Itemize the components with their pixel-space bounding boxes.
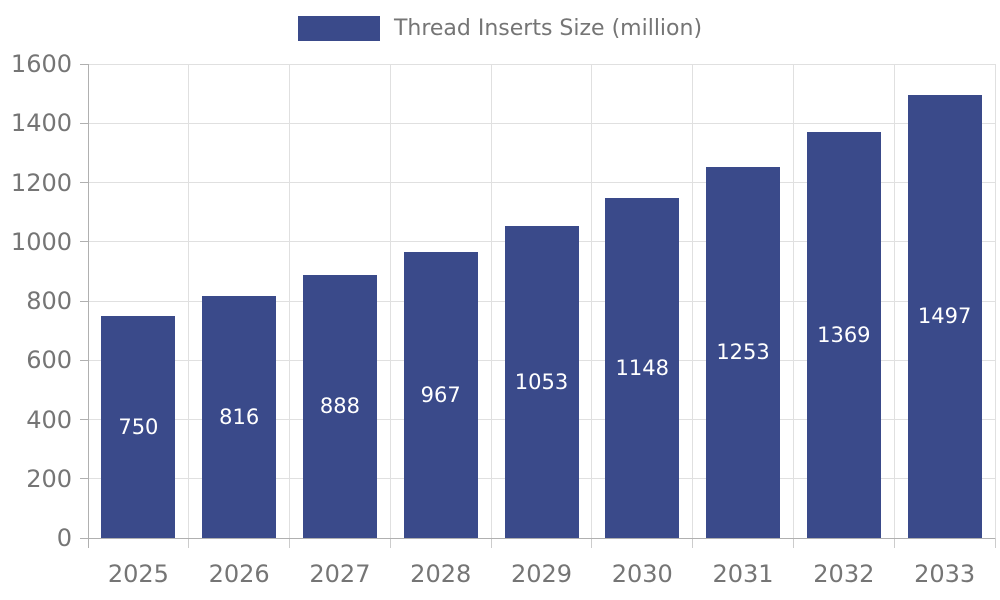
y-axis-tick bbox=[80, 478, 88, 480]
h-gridline bbox=[88, 122, 995, 124]
y-tick-label: 0 bbox=[56, 524, 72, 552]
v-gridline bbox=[692, 64, 694, 538]
y-tick-label: 1600 bbox=[10, 50, 72, 78]
x-tick-label: 2033 bbox=[914, 560, 976, 588]
x-tick-label: 2030 bbox=[611, 560, 673, 588]
y-axis-tick bbox=[80, 63, 88, 65]
h-gridline bbox=[88, 63, 995, 65]
bar[interactable]: 1148 bbox=[605, 197, 680, 538]
x-tick-label: 2032 bbox=[813, 560, 875, 588]
v-gridline bbox=[893, 64, 895, 538]
legend[interactable]: Thread Inserts Size (million) bbox=[0, 16, 1000, 41]
bar-value-label: 1369 bbox=[817, 323, 871, 348]
x-axis-tick bbox=[692, 538, 694, 548]
v-gridline bbox=[289, 64, 291, 538]
bar-value-label: 750 bbox=[118, 414, 159, 439]
bar[interactable]: 816 bbox=[202, 296, 277, 538]
x-axis-tick bbox=[389, 538, 391, 548]
y-tick-label: 1400 bbox=[10, 109, 72, 138]
y-axis-tick bbox=[80, 359, 88, 361]
y-tick-label: 200 bbox=[26, 464, 72, 493]
y-axis-tick bbox=[80, 122, 88, 124]
h-gridline bbox=[88, 182, 995, 183]
y-tick-label: 1000 bbox=[10, 227, 72, 256]
x-axis-tick bbox=[994, 538, 996, 548]
x-axis-tick bbox=[188, 538, 190, 548]
x-axis-tick bbox=[490, 538, 492, 548]
y-axis-line bbox=[87, 64, 89, 548]
x-tick-label: 2028 bbox=[410, 560, 472, 588]
x-tick-label: 2027 bbox=[309, 560, 371, 588]
y-tick-label: 600 bbox=[26, 346, 72, 375]
v-gridline bbox=[994, 64, 996, 538]
x-tick-label: 2031 bbox=[712, 560, 774, 588]
legend-swatch bbox=[297, 16, 380, 41]
bar[interactable]: 1369 bbox=[806, 132, 881, 538]
bar-value-label: 1497 bbox=[917, 304, 972, 329]
bar[interactable]: 967 bbox=[403, 251, 478, 538]
legend-label: Thread Inserts Size (million) bbox=[393, 16, 703, 41]
x-axis-tick bbox=[792, 538, 794, 548]
bar-value-label: 888 bbox=[319, 394, 360, 419]
v-gridline bbox=[792, 64, 794, 538]
y-axis-tick bbox=[80, 182, 88, 183]
y-tick-label: 1200 bbox=[10, 168, 72, 197]
bar-value-label: 1053 bbox=[514, 370, 569, 395]
v-gridline bbox=[591, 64, 593, 538]
x-axis-tick bbox=[893, 538, 895, 548]
bar[interactable]: 1497 bbox=[907, 94, 982, 538]
v-gridline bbox=[389, 64, 391, 538]
y-axis-tick bbox=[80, 241, 88, 243]
bar-value-label: 816 bbox=[219, 405, 260, 430]
x-axis-tick bbox=[591, 538, 593, 548]
bar[interactable]: 1053 bbox=[504, 226, 579, 538]
bar[interactable]: 888 bbox=[302, 274, 377, 538]
x-axis-line bbox=[80, 537, 995, 539]
y-axis-tick bbox=[80, 419, 88, 420]
y-tick-label: 800 bbox=[26, 287, 72, 315]
bar[interactable]: 1253 bbox=[706, 166, 781, 538]
v-gridline bbox=[490, 64, 492, 538]
bar-value-label: 967 bbox=[420, 382, 461, 407]
x-axis-tick bbox=[289, 538, 291, 548]
y-axis-tick bbox=[80, 300, 88, 302]
bar-value-label: 1253 bbox=[716, 340, 770, 365]
x-tick-label: 2025 bbox=[107, 560, 169, 588]
x-tick-label: 2026 bbox=[208, 560, 270, 588]
y-tick-label: 400 bbox=[26, 405, 72, 434]
v-gridline bbox=[188, 64, 190, 538]
bar[interactable]: 750 bbox=[101, 315, 176, 538]
x-tick-label: 2029 bbox=[510, 560, 573, 588]
bar-value-label: 1148 bbox=[615, 355, 669, 380]
